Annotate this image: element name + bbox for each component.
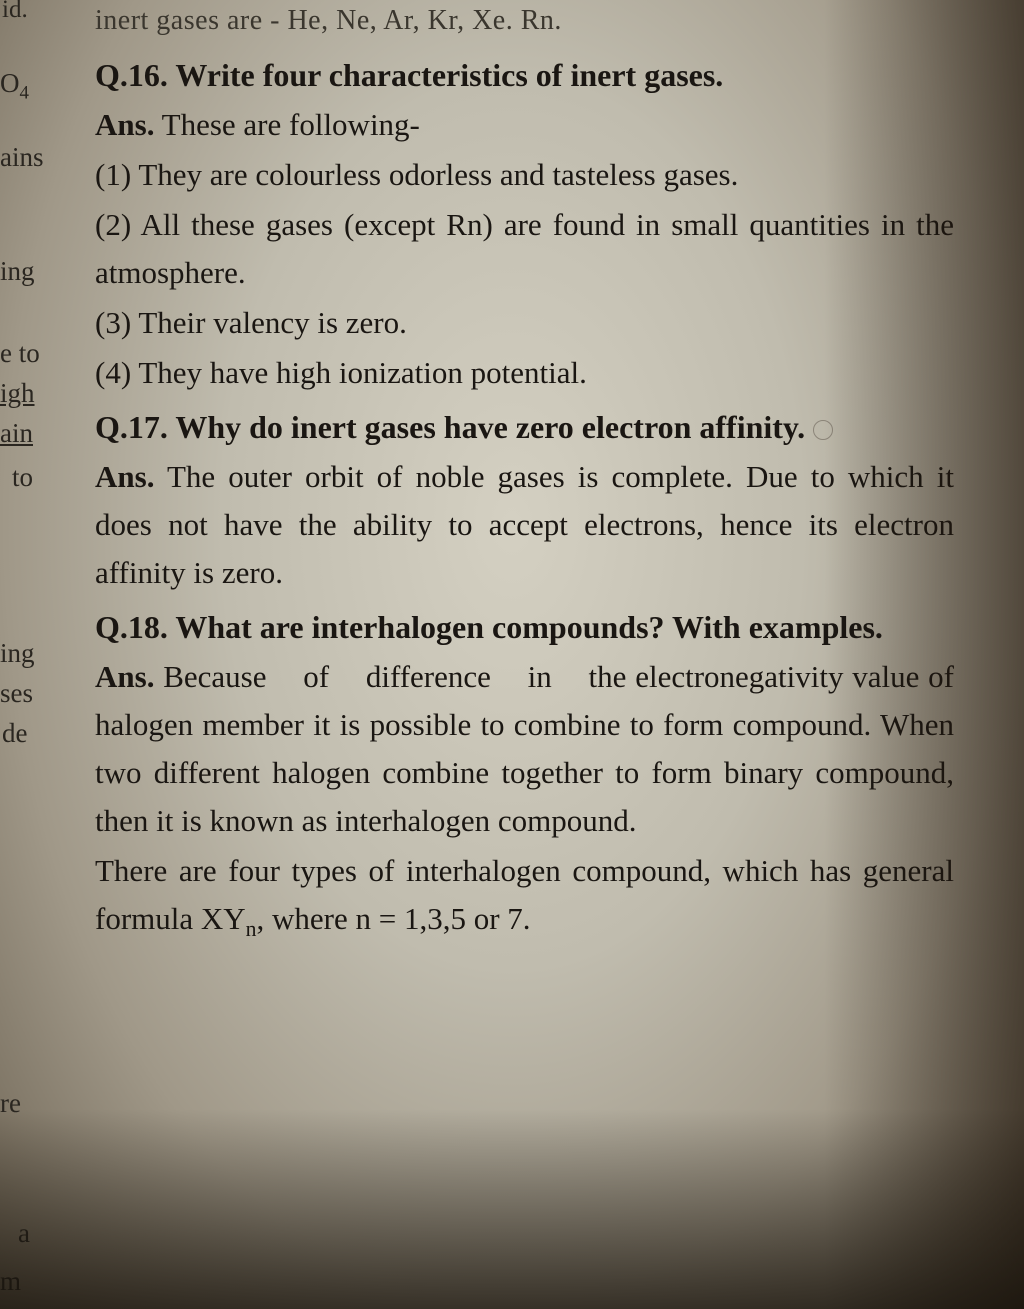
answer-18-p1: Ans. Because of difference in the electr… xyxy=(95,653,954,845)
margin-frag: ing xyxy=(0,638,35,669)
margin-frag: ains xyxy=(0,142,44,173)
answer-16-intro: Ans. These are following- xyxy=(95,101,954,149)
page-curve-shadow-bottom xyxy=(0,1109,1024,1309)
question-16: Q.16. Write four characteristics of iner… xyxy=(95,51,954,99)
answer-18-p2: There are four types of interhalogen com… xyxy=(95,847,954,943)
margin-frag: a xyxy=(18,1218,30,1249)
margin-frag: ses xyxy=(0,678,33,709)
margin-frag: m xyxy=(0,1266,21,1297)
textbook-page: { "margin": { "m0": "id.", "m1": "O", "m… xyxy=(0,0,1024,1309)
ans-body: The outer orbit of noble gases is comple… xyxy=(95,459,954,590)
question-18: Q.18. What are interhalogen compounds? W… xyxy=(95,603,954,651)
margin-frag: to xyxy=(12,462,33,493)
margin-frag: ain xyxy=(0,418,33,449)
margin-frag: id. xyxy=(2,0,28,24)
ans-p1-lead: Because of difference in the xyxy=(163,659,626,694)
main-text-column: inert gases are - He, Ne, Ar, Kr, Xe. Rn… xyxy=(95,0,954,943)
margin-frag: O4 xyxy=(0,68,29,99)
answer-16-item-4: (4) They have high ionization potential. xyxy=(95,349,954,397)
subscript-n: n xyxy=(246,917,257,941)
ans-label: Ans. xyxy=(95,459,154,494)
pencil-circle-mark xyxy=(813,420,833,440)
answer-16-item-1: (1) They are colourless odorless and tas… xyxy=(95,151,954,199)
margin-frag: ing xyxy=(0,256,35,287)
margin-frag: igh xyxy=(0,378,35,409)
ans-label: Ans. xyxy=(95,107,154,142)
margin-frag: de xyxy=(2,718,27,749)
answer-16-item-3: (3) Their valency is zero. xyxy=(95,299,954,347)
question-17: Q.17. Why do inert gases have zero elect… xyxy=(95,403,954,451)
answer-17: Ans. The outer orbit of noble gases is c… xyxy=(95,453,954,597)
partial-prev-line: inert gases are - He, Ne, Ar, Kr, Xe. Rn… xyxy=(95,0,954,43)
answer-16-item-2: (2) All these gases (except Rn) are foun… xyxy=(95,201,954,297)
ans-label: Ans. xyxy=(95,659,154,694)
margin-frag: re xyxy=(0,1088,21,1119)
ans-lead: These are following- xyxy=(154,107,419,142)
left-margin-fragments: id. O4 ains ing e to igh ain to ing ses … xyxy=(0,0,90,1309)
ans-p2b: , where n = 1,3,5 or 7. xyxy=(257,901,531,936)
margin-frag: e to xyxy=(0,338,40,369)
